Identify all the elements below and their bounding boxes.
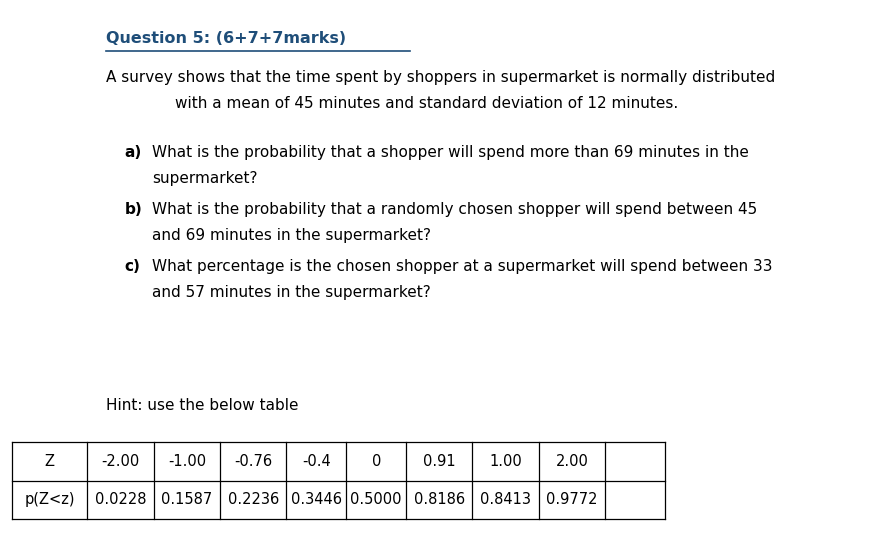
Text: Hint: use the below table: Hint: use the below table (106, 398, 298, 413)
Text: and 69 minutes in the supermarket?: and 69 minutes in the supermarket? (152, 228, 431, 243)
Text: 0.5000: 0.5000 (351, 492, 402, 507)
Text: and 57 minutes in the supermarket?: and 57 minutes in the supermarket? (152, 285, 431, 300)
Text: What is the probability that a shopper will spend more than 69 minutes in the: What is the probability that a shopper w… (152, 145, 749, 160)
Text: c): c) (124, 259, 140, 274)
Text: 0.8186: 0.8186 (414, 492, 464, 507)
Text: 0.9772: 0.9772 (546, 492, 598, 507)
Text: 0.8413: 0.8413 (480, 492, 531, 507)
Text: -2.00: -2.00 (101, 454, 139, 469)
Text: What percentage is the chosen shopper at a supermarket will spend between 33: What percentage is the chosen shopper at… (152, 259, 773, 274)
Text: 1.00: 1.00 (489, 454, 522, 469)
Text: 0: 0 (371, 454, 381, 469)
Text: with a mean of 45 minutes and standard deviation of 12 minutes.: with a mean of 45 minutes and standard d… (175, 96, 678, 111)
Text: p(Z<z): p(Z<z) (25, 492, 75, 507)
Text: a): a) (124, 145, 141, 160)
Text: What is the probability that a randomly chosen shopper will spend between 45: What is the probability that a randomly … (152, 202, 757, 216)
Text: 0.2236: 0.2236 (227, 492, 279, 507)
Text: -1.00: -1.00 (168, 454, 206, 469)
Text: 0.0228: 0.0228 (95, 492, 147, 507)
Text: 2.00: 2.00 (556, 454, 589, 469)
Text: Z: Z (44, 454, 55, 469)
Text: 0.1587: 0.1587 (162, 492, 212, 507)
Text: 0.91: 0.91 (423, 454, 456, 469)
Text: 0.3446: 0.3446 (291, 492, 342, 507)
Text: -0.4: -0.4 (302, 454, 330, 469)
Text: b): b) (124, 202, 142, 216)
Text: supermarket?: supermarket? (152, 171, 258, 186)
Text: Question 5: (6+7+7marks): Question 5: (6+7+7marks) (106, 31, 346, 46)
Text: A survey shows that the time spent by shoppers in supermarket is normally distri: A survey shows that the time spent by sh… (106, 70, 775, 85)
Text: -0.76: -0.76 (234, 454, 273, 469)
